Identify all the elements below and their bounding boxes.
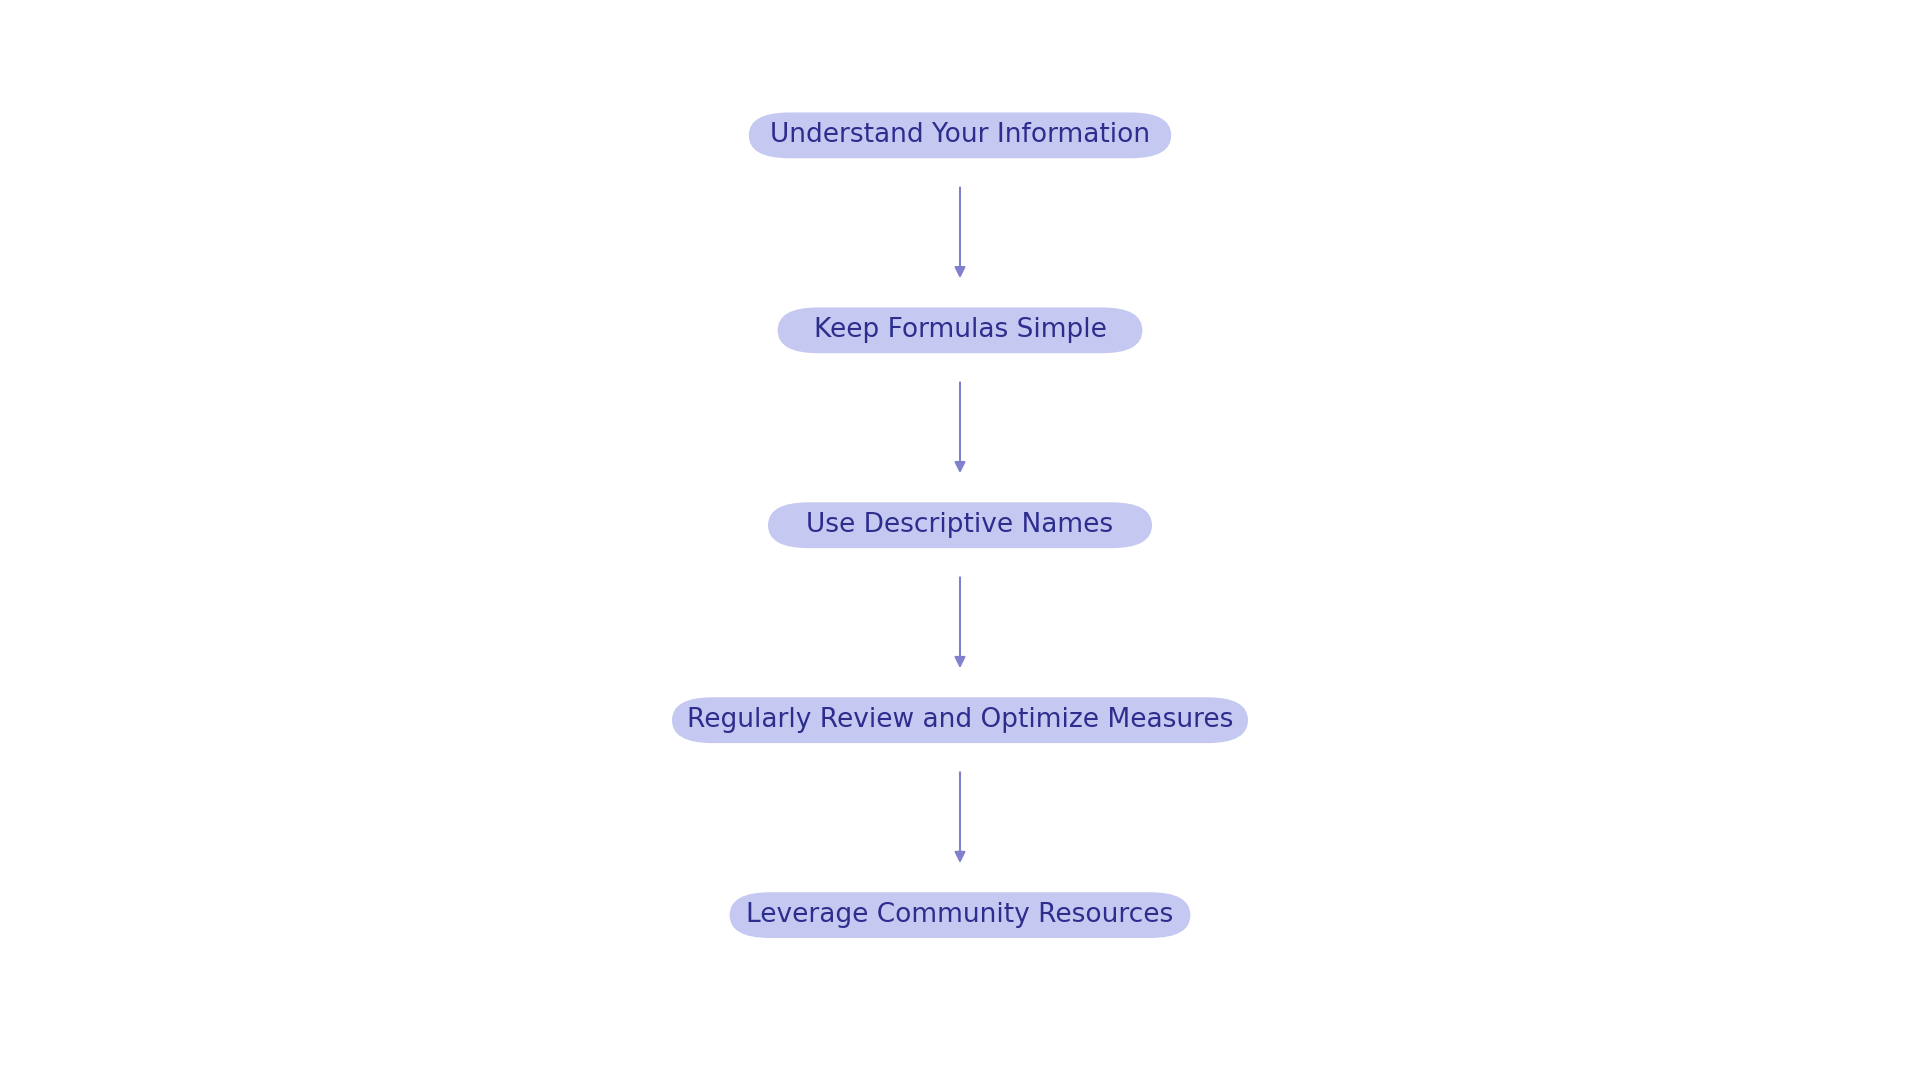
Text: Understand Your Information: Understand Your Information	[770, 122, 1150, 148]
Text: Keep Formulas Simple: Keep Formulas Simple	[814, 317, 1106, 343]
FancyBboxPatch shape	[749, 113, 1171, 158]
FancyBboxPatch shape	[730, 892, 1190, 938]
FancyBboxPatch shape	[768, 503, 1152, 548]
Text: Use Descriptive Names: Use Descriptive Names	[806, 512, 1114, 538]
Text: Leverage Community Resources: Leverage Community Resources	[747, 902, 1173, 928]
FancyBboxPatch shape	[672, 697, 1248, 743]
FancyBboxPatch shape	[778, 308, 1142, 353]
Text: Regularly Review and Optimize Measures: Regularly Review and Optimize Measures	[687, 707, 1233, 733]
